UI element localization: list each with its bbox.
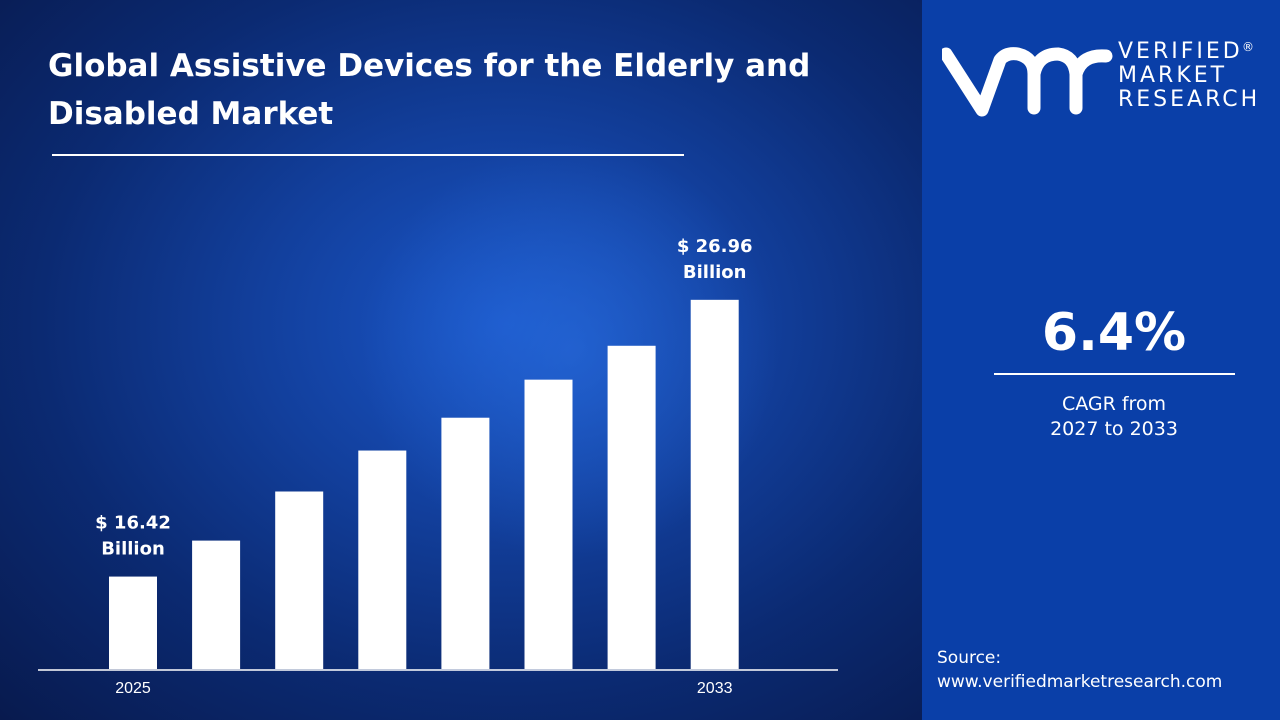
data-label-value: $ 26.96	[677, 236, 753, 257]
source: Source: www.verifiedmarketresearch.com	[937, 646, 1222, 694]
chart-panel: Global Assistive Devices for the Elderly…	[0, 0, 922, 720]
vmr-logo-icon	[942, 47, 1113, 117]
bar	[607, 345, 656, 669]
bar	[690, 299, 739, 669]
source-label: Source:	[937, 648, 1002, 668]
bar	[524, 379, 573, 669]
info-panel: VERIFIED MARKET RESEARCH ® 6.4% CAGR fro…	[922, 0, 1280, 720]
brand-name: VERIFIED MARKET RESEARCH	[1118, 40, 1260, 112]
brand-line-3: RESEARCH	[1118, 87, 1261, 112]
bar	[441, 417, 490, 669]
bar	[192, 540, 241, 669]
bar	[109, 576, 157, 669]
chart-title: Global Assistive Devices for the Elderly…	[48, 48, 811, 132]
bar	[358, 450, 407, 669]
data-label-unit: Billion	[101, 539, 165, 560]
brand-line-1: VERIFIED	[1118, 39, 1243, 64]
x-tick-label: 2025	[115, 680, 151, 697]
cagr-label: CAGR from 2027 to 2033	[994, 392, 1234, 442]
cagr-label-line-2: 2027 to 2033	[1050, 418, 1178, 440]
title-divider	[52, 154, 684, 156]
x-tick-label: 2033	[697, 680, 733, 697]
cagr-label-line-1: CAGR from	[1061, 393, 1167, 415]
source-url[interactable]: www.verifiedmarketresearch.com	[937, 672, 1223, 692]
bar-chart: 2025 2033 $ 16.42 Billion $ 26.96 Billion	[38, 236, 838, 697]
data-label-unit: Billion	[683, 262, 747, 283]
registered-mark: ®	[1242, 40, 1254, 54]
brand-line-2: MARKET	[1118, 63, 1228, 88]
data-label-value: $ 16.42	[95, 513, 171, 534]
cagr-value: 6.4%	[1041, 303, 1187, 363]
cagr-divider	[994, 373, 1235, 375]
bar	[275, 491, 324, 669]
